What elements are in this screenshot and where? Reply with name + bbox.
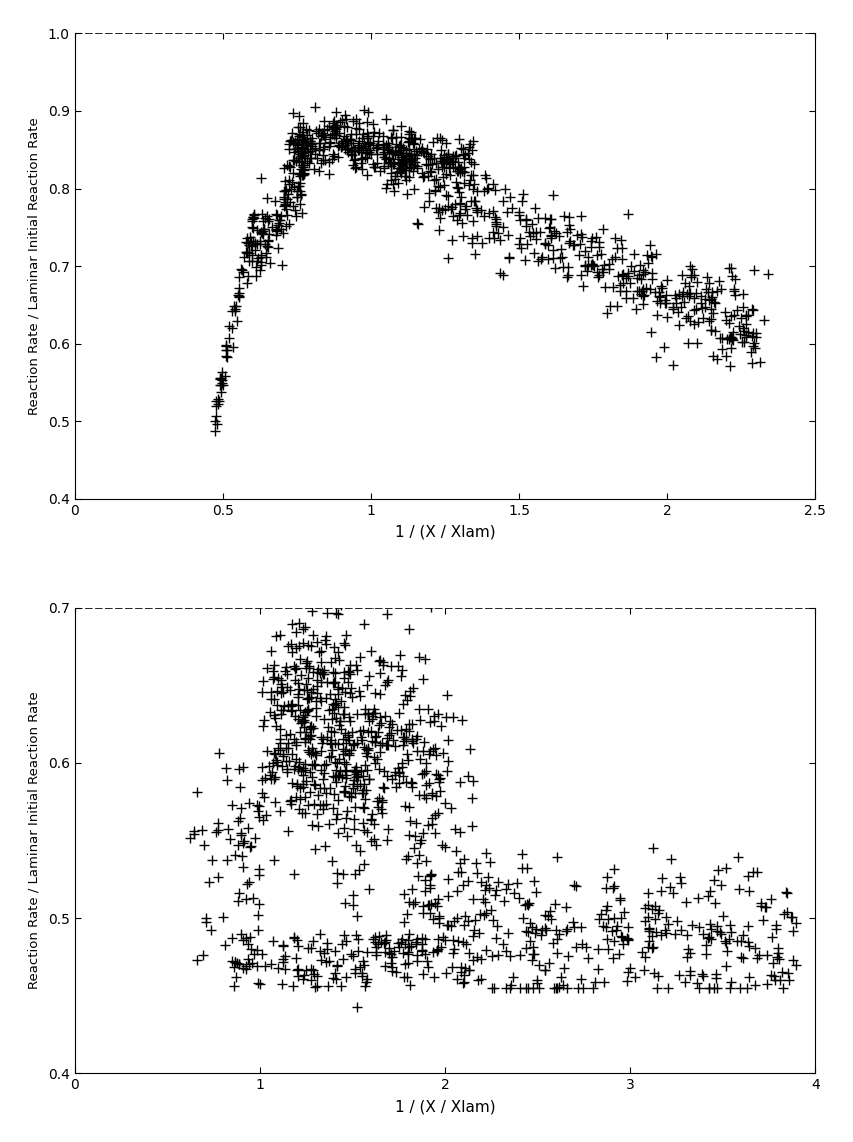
Y-axis label: Reaction Rate / Laminar Initial Reaction Rate: Reaction Rate / Laminar Initial Reaction… — [28, 692, 41, 989]
X-axis label: 1 / (X / Xlam): 1 / (X / Xlam) — [394, 525, 495, 540]
X-axis label: 1 / (X / Xlam): 1 / (X / Xlam) — [394, 1100, 495, 1115]
Y-axis label: Reaction Rate / Laminar Initial Reaction Rate: Reaction Rate / Laminar Initial Reaction… — [28, 118, 41, 415]
